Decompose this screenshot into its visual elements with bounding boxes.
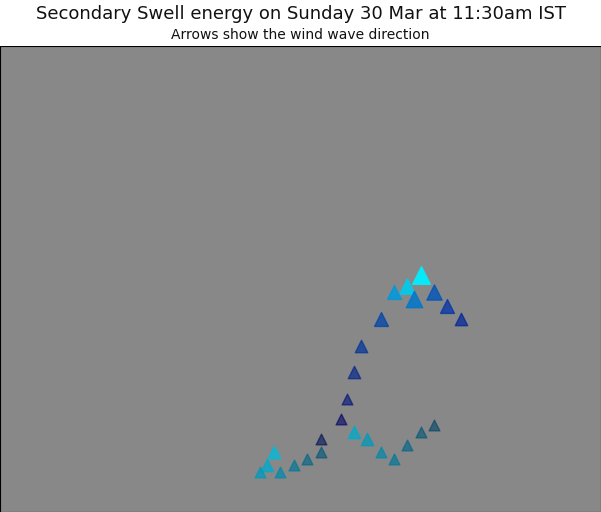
Point: [289, 461, 299, 470]
Point: [389, 455, 399, 463]
Point: [349, 368, 359, 376]
Point: [456, 315, 466, 323]
Point: [262, 461, 272, 470]
Point: [336, 415, 346, 423]
Point: [376, 315, 385, 323]
Text: Secondary Swell energy on Sunday 30 Mar at 11:30am IST: Secondary Swell energy on Sunday 30 Mar …: [35, 5, 566, 23]
Point: [349, 428, 359, 436]
Point: [316, 435, 325, 443]
Point: [376, 448, 385, 456]
Point: [442, 302, 452, 310]
Point: [389, 288, 399, 296]
Point: [316, 448, 325, 456]
Point: [269, 448, 279, 456]
Point: [356, 342, 365, 350]
Point: [302, 455, 312, 463]
Point: [409, 295, 419, 303]
Point: [362, 435, 372, 443]
Point: [403, 441, 412, 450]
Point: [255, 468, 265, 476]
Text: Arrows show the wind wave direction: Arrows show the wind wave direction: [171, 28, 430, 41]
Point: [403, 282, 412, 290]
Point: [416, 271, 426, 279]
Point: [429, 421, 439, 430]
Point: [416, 428, 426, 436]
Point: [343, 395, 352, 403]
Point: [276, 468, 285, 476]
Point: [429, 288, 439, 296]
